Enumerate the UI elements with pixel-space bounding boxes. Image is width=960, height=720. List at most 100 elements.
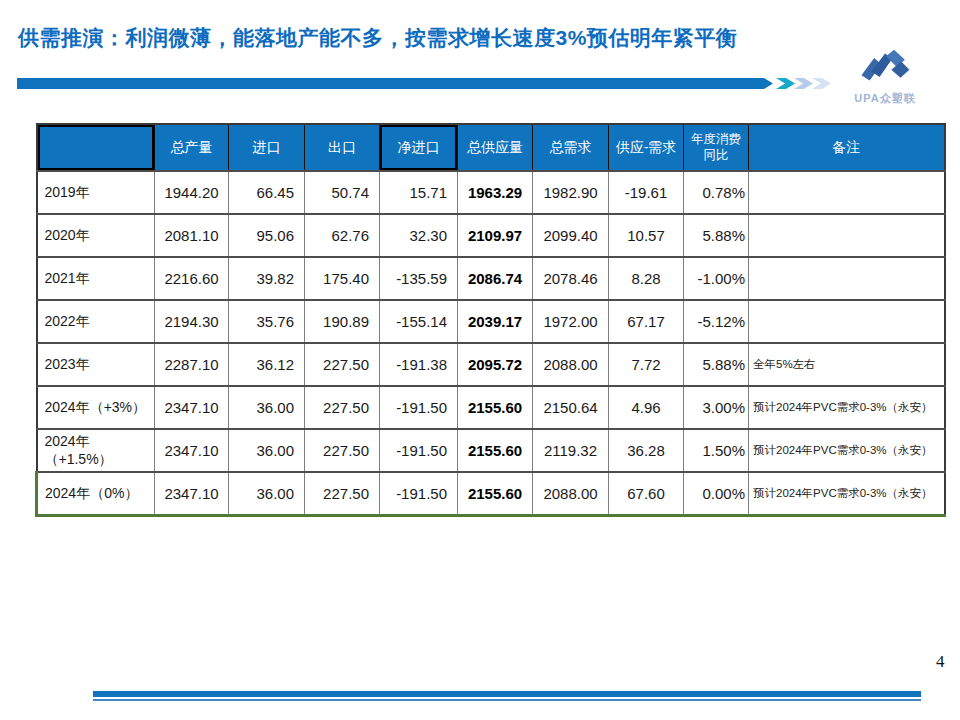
table-cell-remark: 预计2024年PVC需求0-3%（永安） xyxy=(749,472,945,516)
header-cell-total-demand: 总需求 xyxy=(533,124,609,171)
table-cell: 10.57 xyxy=(609,214,684,257)
table-cell: 36.12 xyxy=(229,343,305,386)
table-cell-year: 2021年 xyxy=(37,257,155,300)
table-cell: -19.61 xyxy=(609,171,684,214)
table-cell-total-supply: 1963.29 xyxy=(458,171,533,214)
table-cell-year: 2023年 xyxy=(37,343,155,386)
table-cell: 67.17 xyxy=(609,300,684,343)
table-cell: 2088.00 xyxy=(533,343,609,386)
footer-thick-rule xyxy=(93,691,921,697)
logo-text: UPA众塑联 xyxy=(830,91,940,106)
table-cell: 227.50 xyxy=(305,472,380,516)
table-cell: 35.76 xyxy=(229,300,305,343)
table-cell-remark xyxy=(749,171,945,214)
table-cell-total-supply: 2155.60 xyxy=(458,472,533,516)
header-cell-supply-minus-demand: 供应-需求 xyxy=(609,124,684,171)
table-cell: 227.50 xyxy=(305,343,380,386)
supply-demand-table: 总产量 进口 出口 净进口 总供应量 总需求 供应-需求 年度消费同比 备注 2… xyxy=(35,123,946,517)
table-row: 2021年 2216.60 39.82 175.40 -135.59 2086.… xyxy=(37,257,945,300)
table-cell: 36.28 xyxy=(609,429,684,472)
table-cell-total-supply: 2109.97 xyxy=(458,214,533,257)
table-row: 2020年 2081.10 95.06 62.76 32.30 2109.97 … xyxy=(37,214,945,257)
table-cell-total-supply: 2095.72 xyxy=(458,343,533,386)
presentation-slide: 供需推演：利润微薄，能落地产能不多，按需求增长速度3%预估明年紧平衡 UPA众塑… xyxy=(0,0,960,720)
page-title: 供需推演：利润微薄，能落地产能不多，按需求增长速度3%预估明年紧平衡 xyxy=(18,24,898,52)
table-cell-year: 2024年（+1.5%） xyxy=(37,429,155,472)
table-cell: 5.88% xyxy=(684,214,749,257)
title-underline-bar xyxy=(17,78,773,89)
table-cell: -135.59 xyxy=(380,257,458,300)
table-cell: 2216.60 xyxy=(155,257,229,300)
table-cell: 227.50 xyxy=(305,386,380,429)
table-cell: 4.96 xyxy=(609,386,684,429)
table-row: 2019年 1944.20 66.45 50.74 15.71 1963.29 … xyxy=(37,171,945,214)
table-cell-total-supply: 2039.17 xyxy=(458,300,533,343)
table-row: 2022年 2194.30 35.76 190.89 -155.14 2039.… xyxy=(37,300,945,343)
chevron-right-icon xyxy=(776,78,795,89)
footer-divider xyxy=(93,691,921,701)
table-cell: -191.50 xyxy=(380,472,458,516)
table-cell: 2119.32 xyxy=(533,429,609,472)
page-number: 4 xyxy=(936,652,945,672)
table-cell: 39.82 xyxy=(229,257,305,300)
table-cell: 3.00% xyxy=(684,386,749,429)
table-cell: -191.50 xyxy=(380,429,458,472)
table-cell: 5.88% xyxy=(684,343,749,386)
footer-thin-rule xyxy=(93,699,921,701)
table-cell: 1.50% xyxy=(684,429,749,472)
table-cell: 15.71 xyxy=(380,171,458,214)
table-cell: 190.89 xyxy=(305,300,380,343)
table-cell-year: 2019年 xyxy=(37,171,155,214)
table-cell-remark: 全年5%左右 xyxy=(749,343,945,386)
table-cell: 2194.30 xyxy=(155,300,229,343)
table-cell: 1944.20 xyxy=(155,171,229,214)
table-cell-total-supply: 2155.60 xyxy=(458,386,533,429)
table-cell: 2150.64 xyxy=(533,386,609,429)
table-cell: 36.00 xyxy=(229,386,305,429)
table-cell: -191.50 xyxy=(380,386,458,429)
table-row: 2023年 2287.10 36.12 227.50 -191.38 2095.… xyxy=(37,343,945,386)
table-cell: 2088.00 xyxy=(533,472,609,516)
table-cell-year: 2024年（0%） xyxy=(37,472,155,516)
table-row: 2024年（+1.5%） 2347.10 36.00 227.50 -191.5… xyxy=(37,429,945,472)
header-cell-total-supply: 总供应量 xyxy=(458,124,533,171)
table-cell: 1982.90 xyxy=(533,171,609,214)
table-cell: 7.72 xyxy=(609,343,684,386)
table-row: 2024年（0%） 2347.10 36.00 227.50 -191.50 2… xyxy=(37,472,945,516)
table-cell: 175.40 xyxy=(305,257,380,300)
table-cell: 227.50 xyxy=(305,429,380,472)
table-cell-year: 2022年 xyxy=(37,300,155,343)
header-cell-remark: 备注 xyxy=(749,124,945,171)
chevron-right-icon xyxy=(812,78,831,89)
table-cell-year: 2024年（+3%） xyxy=(37,386,155,429)
table-cell: 95.06 xyxy=(229,214,305,257)
header-cell-blank xyxy=(37,124,155,171)
table-cell: 8.28 xyxy=(609,257,684,300)
company-logo: UPA众塑联 xyxy=(830,48,940,106)
header-cell-total-output: 总产量 xyxy=(155,124,229,171)
header-cell-export: 出口 xyxy=(305,124,380,171)
table-cell-remark xyxy=(749,214,945,257)
table-cell: 1972.00 xyxy=(533,300,609,343)
table-cell: 2287.10 xyxy=(155,343,229,386)
table-cell: 2347.10 xyxy=(155,472,229,516)
table-cell: 0.78% xyxy=(684,171,749,214)
table-cell: 2099.40 xyxy=(533,214,609,257)
chevron-right-icon xyxy=(794,78,813,89)
table-cell: 2081.10 xyxy=(155,214,229,257)
table-cell: 32.30 xyxy=(380,214,458,257)
table-cell-remark xyxy=(749,300,945,343)
table-cell-total-supply: 2086.74 xyxy=(458,257,533,300)
header-cell-net-import: 净进口 xyxy=(380,124,458,171)
table-cell: 36.00 xyxy=(229,429,305,472)
logo-mark-icon xyxy=(856,48,914,86)
table-header-row: 总产量 进口 出口 净进口 总供应量 总需求 供应-需求 年度消费同比 备注 xyxy=(37,124,945,171)
table-cell-remark xyxy=(749,257,945,300)
table-cell: 2347.10 xyxy=(155,386,229,429)
header-cell-yoy-consumption: 年度消费同比 xyxy=(684,124,749,171)
table-cell: -5.12% xyxy=(684,300,749,343)
table-cell-remark: 预计2024年PVC需求0-3%（永安） xyxy=(749,429,945,472)
table-cell: 67.60 xyxy=(609,472,684,516)
table-cell: 2078.46 xyxy=(533,257,609,300)
table-cell: 62.76 xyxy=(305,214,380,257)
